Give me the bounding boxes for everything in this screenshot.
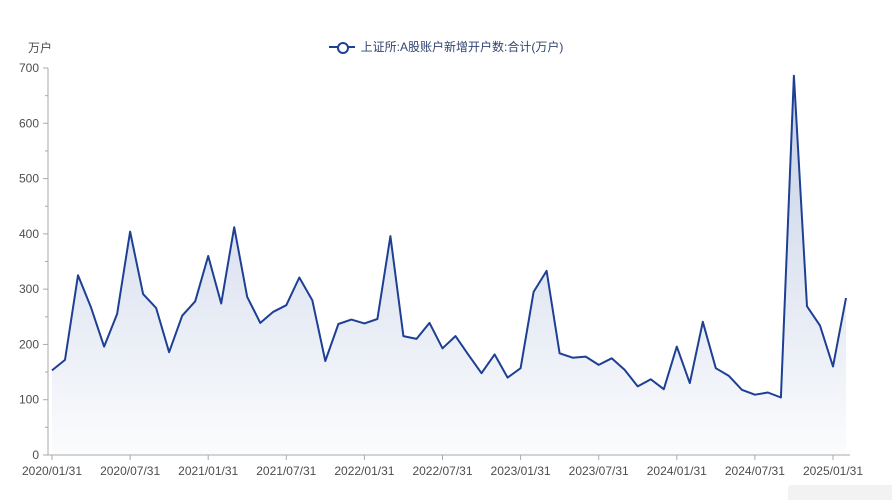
y-axis-tick-label: 500	[19, 172, 39, 186]
x-axis-tick-label: 2021/01/31	[178, 464, 238, 478]
x-axis-tick-label: 2020/07/31	[100, 464, 160, 478]
chart-legend[interactable]: 上证所:A股账户新增开户数:合计(万户)	[0, 40, 892, 54]
y-axis-tick-label: 400	[19, 227, 39, 241]
x-axis-tick-label: 2022/01/31	[334, 464, 394, 478]
y-axis-tick-label: 700	[19, 61, 39, 75]
x-axis-tick-label: 2025/01/31	[803, 464, 863, 478]
y-axis-tick-label: 600	[19, 116, 39, 130]
watermark-band	[788, 485, 892, 500]
legend-label: 上证所:A股账户新增开户数:合计(万户)	[360, 40, 564, 54]
x-axis-tick-label: 2022/07/31	[412, 464, 472, 478]
legend-line-circle-icon	[328, 40, 355, 54]
y-axis-tick-label: 0	[32, 448, 39, 462]
y-axis-tick-label: 200	[19, 337, 39, 351]
series-area-fill	[52, 75, 846, 455]
x-axis-tick-label: 2023/07/31	[569, 464, 629, 478]
x-axis-tick-label: 2024/07/31	[725, 464, 785, 478]
series-line	[51, 74, 847, 399]
y-axis-tick-label: 100	[19, 393, 39, 407]
x-axis-tick-label: 2021/07/31	[256, 464, 316, 478]
x-axis-tick-label: 2024/01/31	[647, 464, 707, 478]
x-axis-tick-label: 2020/01/31	[22, 464, 82, 478]
y-axis-unit-label: 万户	[28, 41, 53, 55]
y-axis-tick-label: 300	[19, 282, 39, 296]
legend-marker-circle	[336, 42, 349, 54]
x-axis-tick-label: 2023/01/31	[491, 464, 551, 478]
